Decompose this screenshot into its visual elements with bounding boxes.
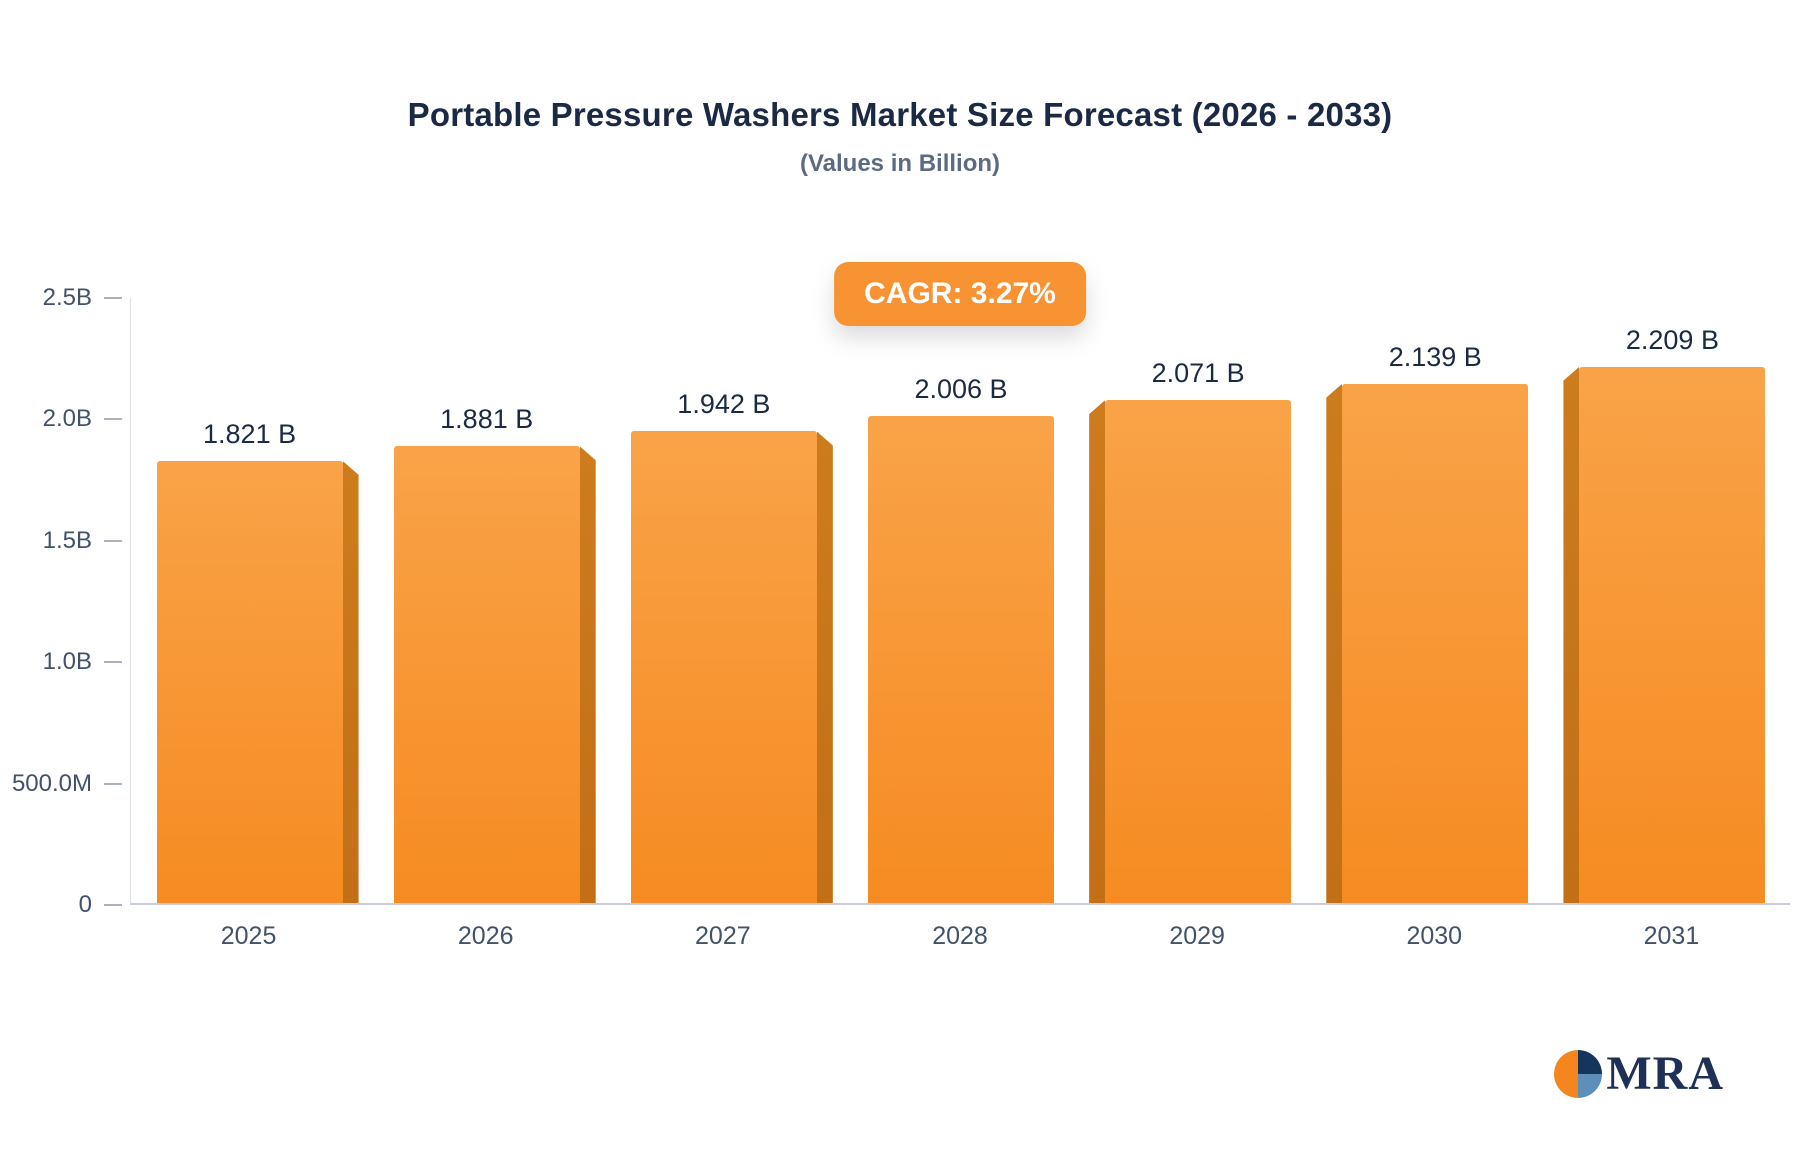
bar-side-face [579,446,596,903]
x-tick-label: 2028 [932,922,988,950]
bar-value-label: 2.006 B [914,373,1008,404]
bar: 1.942 B [630,389,833,903]
bar-value-label: 1.942 B [677,389,771,420]
y-tick-label: 1.5B [42,526,92,554]
y-tick: 1.5B [0,527,122,555]
bar-value-label: 2.209 B [1625,324,1719,355]
bar: 2.139 B [1326,342,1529,903]
y-tick-dash [104,782,122,785]
y-tick-dash [104,539,122,542]
y-tick-dash [104,418,122,421]
chart-subtitle: (Values in Billion) [799,150,1001,177]
x-tick-label: 2030 [1406,922,1463,950]
x-tick-label: 2026 [457,922,514,950]
bar-value-label: 1.881 B [440,404,534,435]
bar-side-face [342,460,359,903]
bar-value-label: 2.139 B [1388,341,1482,372]
y-tick: 500.0M [0,770,122,798]
bar: 2.071 B [1089,358,1292,903]
bar: 2.209 B [1563,325,1766,903]
y-axis: 0 500.0M 1.0B 1.5B 2.0B 2.5B [0,284,122,918]
x-tick-label: 2031 [1643,922,1700,950]
x-tick-label: 2025 [220,922,277,950]
pie-circle-icon [1554,1050,1603,1098]
y-tick: 1.0B [0,648,122,676]
bar-value-label: 2.071 B [1151,358,1245,389]
y-tick-label: 1.0B [42,648,92,676]
plot-area: 1.821 B 1.881 B 1.942 B 2.006 B 2.071 B 2.139… [130,298,1790,905]
y-tick-label: 2.5B [42,284,92,311]
x-axis: 2025 2026 2027 2028 2029 2030 2031 [130,922,1790,962]
y-tick-dash [104,904,122,906]
bar: 1.881 B [393,404,596,903]
y-tick: 0 [0,891,122,919]
x-tick-label: 2029 [1169,922,1225,950]
bar-side-face [1326,383,1343,903]
y-tick-dash [104,661,122,664]
y-tick-label: 2.0B [42,405,92,433]
y-tick: 2.5B [0,284,122,312]
bar-side-face [1563,366,1580,903]
bar: 2.006 B [868,374,1054,903]
cagr-badge: CAGR: 3.27% [834,262,1086,326]
y-tick: 2.0B [0,405,122,433]
bar-value-label: 1.821 B [203,418,297,449]
y-tick-dash [104,297,122,299]
y-tick-label: 500.0M [11,769,92,797]
bar: 1.821 B [156,419,359,903]
bar-side-face [1089,400,1106,903]
x-tick-label: 2027 [695,922,751,950]
logo-text: MRA [1606,1047,1724,1100]
y-tick-label: 0 [78,891,92,918]
bar-side-face [816,431,833,903]
mra-logo: MRA [1554,1050,1724,1098]
chart-title: Portable Pressure Washers Market Size Fo… [407,96,1393,133]
